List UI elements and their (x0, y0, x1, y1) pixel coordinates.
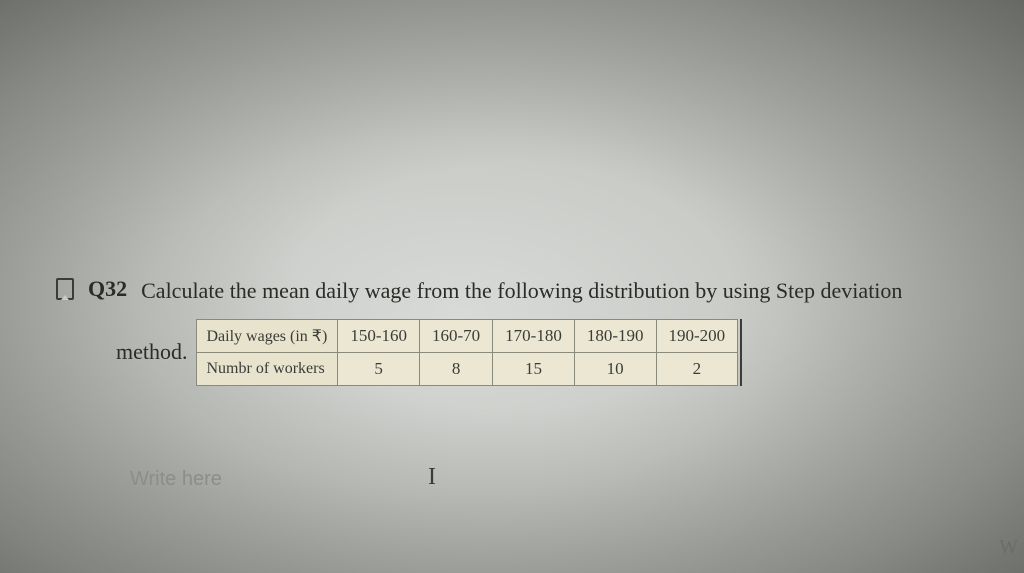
bookmark-icon[interactable] (56, 278, 74, 300)
table-row: Daily wages (in ₹) 150-160 160-70 170-18… (196, 319, 738, 352)
table-cell: 5 (338, 352, 420, 385)
table-cell: 170-180 (493, 319, 575, 352)
table-row: Numbr of workers 5 8 15 10 2 (196, 352, 738, 385)
table-cell: 180-190 (574, 319, 656, 352)
table-cell: 8 (419, 352, 492, 385)
table-cell: 160-70 (419, 319, 492, 352)
table-row-container: method. Daily wages (in ₹) 150-160 160-7… (116, 319, 1004, 386)
row-header: Numbr of workers (196, 352, 338, 385)
wage-distribution-table: Daily wages (in ₹) 150-160 160-70 170-18… (196, 319, 739, 386)
table-cell: 10 (574, 352, 656, 385)
table-cell: 190-200 (656, 319, 738, 352)
edge-letter: W (999, 536, 1018, 559)
row-header: Daily wages (in ₹) (196, 319, 338, 352)
question-text: Calculate the mean daily wage from the f… (141, 276, 902, 307)
question-row: Q32 Calculate the mean daily wage from t… (56, 276, 1004, 307)
question-block: Q32 Calculate the mean daily wage from t… (56, 276, 1004, 386)
method-label: method. (116, 339, 188, 365)
table-cell: 2 (656, 352, 738, 385)
table-right-border (740, 319, 742, 386)
question-number: Q32 (88, 276, 127, 302)
text-cursor: I (428, 464, 436, 491)
write-here-placeholder[interactable]: Write here (130, 468, 222, 491)
table-cell: 150-160 (338, 319, 420, 352)
table-cell: 15 (493, 352, 575, 385)
